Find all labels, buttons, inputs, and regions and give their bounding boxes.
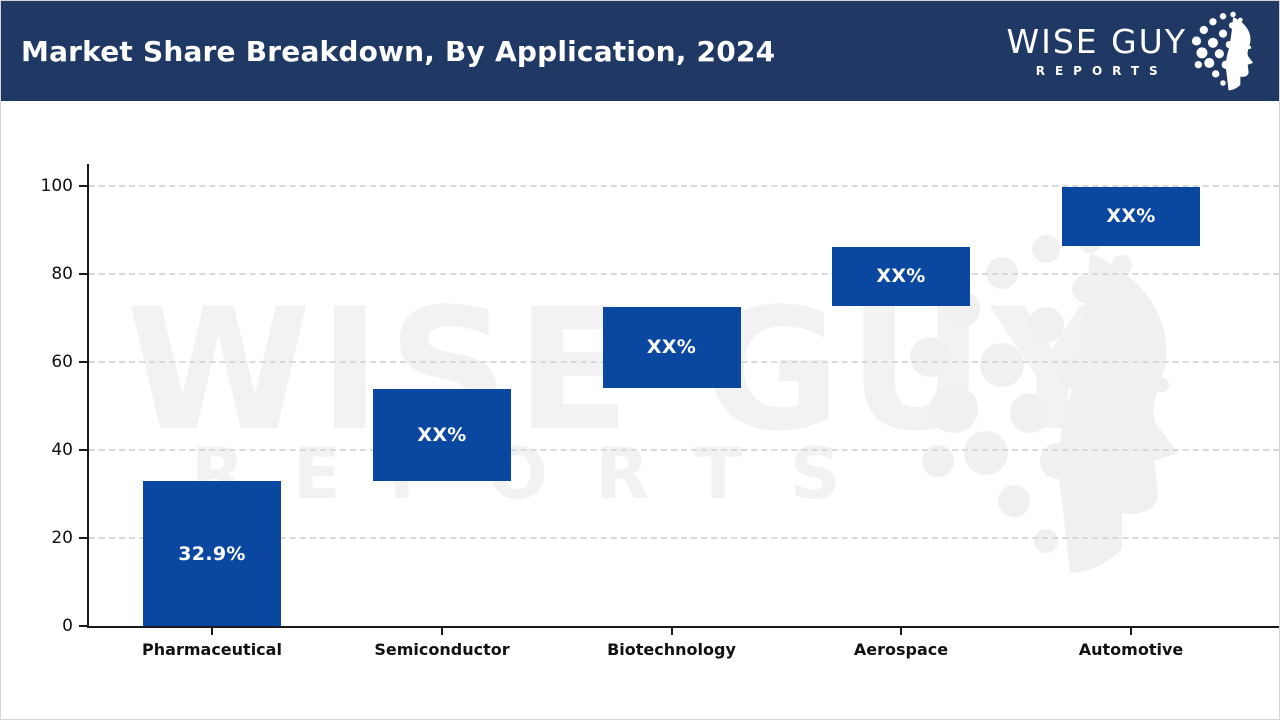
y-tick-label-80: 80 <box>51 264 73 284</box>
y-tick-mark-80 <box>79 273 87 275</box>
bar-biotechnology: XX% <box>602 306 741 388</box>
chart-title: Market Share Breakdown, By Application, … <box>21 34 776 68</box>
x-axis-label-biotechnology: Biotechnology <box>607 640 736 659</box>
x-axis-label-automotive: Automotive <box>1078 640 1184 659</box>
bar-value-label: XX% <box>1106 205 1156 228</box>
logo-subtext: REPORTS <box>1035 63 1168 78</box>
x-axis-label-pharmaceutical: Pharmaceutical <box>142 640 282 659</box>
bar-pharmaceutical: 32.9% <box>143 481 281 626</box>
y-axis-line <box>87 164 89 628</box>
wiseguy-logo-text: WISE GUY REPORTS <box>1006 25 1187 78</box>
x-tick-mark-automotive <box>1130 628 1132 635</box>
x-axis-label-aerospace: Aerospace <box>853 640 949 659</box>
wiseguy-head-watermark-icon <box>910 229 1178 573</box>
x-tick-mark-semiconductor <box>441 628 443 635</box>
bar-aerospace: XX% <box>832 246 970 306</box>
y-tick-mark-60 <box>79 361 87 363</box>
gridline-100 <box>89 185 1279 187</box>
bar-value-label: XX% <box>876 265 926 288</box>
y-tick-mark-20 <box>79 537 87 539</box>
wiseguy-logo: WISE GUY REPORTS <box>1006 9 1255 93</box>
gridline-20 <box>89 537 1279 539</box>
x-tick-mark-aerospace <box>900 628 902 635</box>
y-tick-mark-0 <box>79 625 87 627</box>
y-tick-label-100: 100 <box>40 176 73 196</box>
y-tick-mark-40 <box>79 449 87 451</box>
y-tick-label-20: 20 <box>51 528 73 548</box>
x-axis-line <box>87 626 1279 628</box>
gridline-80 <box>89 273 1279 275</box>
gridline-40 <box>89 449 1279 451</box>
y-tick-label-40: 40 <box>51 440 73 460</box>
y-tick-label-60: 60 <box>51 352 73 372</box>
logo-wordmark: WISE GUY <box>1006 21 1187 61</box>
x-axis-label-semiconductor: Semiconductor <box>374 640 510 659</box>
bar-value-label: 32.9% <box>178 542 246 565</box>
wiseguy-head-icon <box>1191 11 1254 91</box>
y-tick-mark-100 <box>79 185 87 187</box>
y-tick-label-0: 0 <box>62 616 73 636</box>
x-tick-mark-pharmaceutical <box>211 628 213 635</box>
bar-value-label: XX% <box>417 424 467 447</box>
x-tick-mark-biotechnology <box>670 628 673 635</box>
bar-value-label: XX% <box>646 336 697 359</box>
bar-automotive: XX% <box>1062 186 1200 246</box>
bar-semiconductor: XX% <box>373 388 511 482</box>
header-bar: Market Share Breakdown, By Application, … <box>1 1 1279 101</box>
